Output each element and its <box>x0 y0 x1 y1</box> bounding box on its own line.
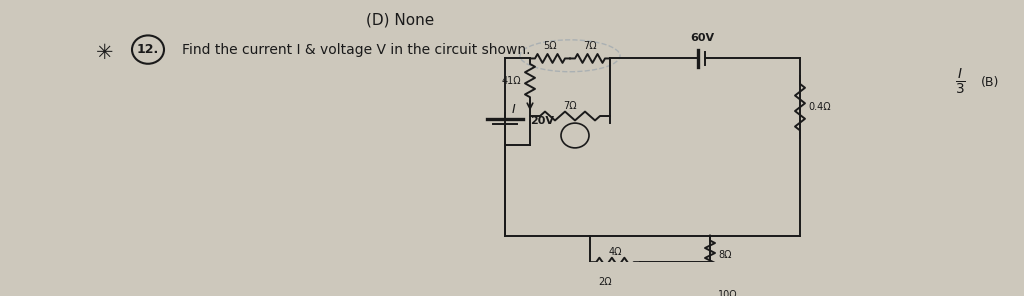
Text: 12.: 12. <box>137 43 159 56</box>
Text: 7Ω: 7Ω <box>584 41 597 52</box>
Text: ✳: ✳ <box>96 43 114 62</box>
Text: I: I <box>512 103 516 116</box>
Text: $\frac{I}{3}$: $\frac{I}{3}$ <box>954 67 966 97</box>
Text: 8Ω: 8Ω <box>718 250 731 260</box>
Text: 41Ω: 41Ω <box>502 75 521 86</box>
Text: 60V: 60V <box>690 33 714 43</box>
Text: Find the current I & voltage V in the circuit shown.: Find the current I & voltage V in the ci… <box>182 43 530 57</box>
Text: 2Ω: 2Ω <box>598 277 611 287</box>
Text: 20V: 20V <box>530 116 554 126</box>
Text: (D) None: (D) None <box>366 12 434 28</box>
Text: 0.4Ω: 0.4Ω <box>808 102 830 112</box>
Text: 10Ω: 10Ω <box>718 290 737 296</box>
Text: 4Ω: 4Ω <box>608 247 622 257</box>
Text: 5Ω: 5Ω <box>543 41 557 52</box>
Text: 7Ω: 7Ω <box>563 101 577 111</box>
Text: (B): (B) <box>981 76 999 89</box>
